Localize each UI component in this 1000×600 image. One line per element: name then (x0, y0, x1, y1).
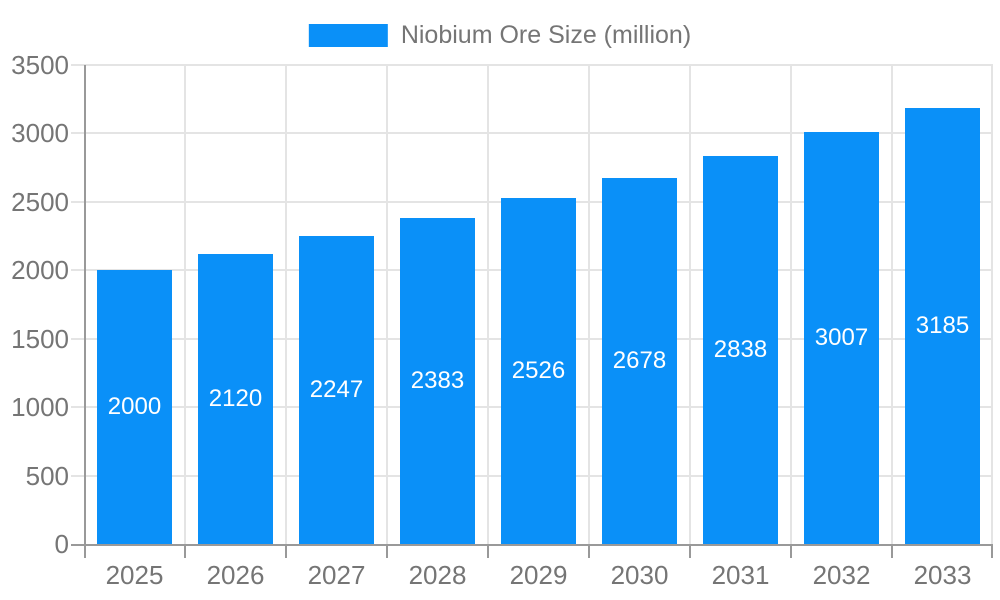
gridline-vertical (588, 65, 590, 544)
x-tick-label: 2028 (408, 560, 467, 590)
y-tick-label: 1000 (11, 392, 69, 423)
x-axis-tick (688, 544, 691, 558)
bar-value-label: 2247 (309, 376, 364, 404)
x-axis-tick (486, 544, 489, 558)
bar[interactable]: 3007 (803, 132, 880, 544)
x-axis-tick (385, 544, 388, 558)
legend-swatch (308, 24, 388, 47)
gridline-vertical (790, 65, 792, 544)
bar[interactable]: 3185 (904, 108, 981, 544)
bar[interactable]: 2247 (298, 236, 375, 544)
y-tick-label: 0 (54, 529, 69, 559)
x-tick-label: 2026 (206, 560, 265, 590)
plot-area: 0 500 1000 1500 2000 2500 3000 3500 2000 2025 2120… (11, 52, 993, 588)
x-axis-tick (890, 544, 893, 558)
bar-value-label: 3185 (915, 312, 970, 340)
bar[interactable]: 2000 (96, 270, 173, 544)
gridline-vertical (183, 65, 186, 544)
y-tick-label: 3000 (11, 118, 69, 149)
gridline-vertical (991, 65, 993, 544)
bar-value-label: 2120 (208, 384, 263, 412)
x-tick-label: 2031 (711, 560, 770, 590)
bar[interactable]: 2838 (702, 155, 779, 544)
y-tick-label: 1500 (11, 323, 69, 354)
legend[interactable]: Niobium Ore Size (million) (308, 21, 692, 50)
x-axis-line (71, 544, 993, 546)
x-axis-tick (588, 544, 590, 558)
x-axis-tick (991, 544, 993, 558)
bar[interactable]: 2120 (197, 253, 274, 544)
gridline-vertical (284, 65, 287, 544)
legend-label: Niobium Ore Size (million) (400, 21, 692, 49)
bar-value-label: 2838 (713, 335, 768, 363)
y-tick-label: 3500 (11, 50, 69, 80)
y-tick-label: 2000 (11, 255, 69, 286)
bar-value-label: 2383 (410, 366, 465, 394)
bar-value-label: 2526 (511, 357, 566, 385)
gridline-vertical (688, 65, 691, 544)
gridline-horizontal (71, 64, 993, 66)
gridline-vertical (385, 65, 388, 544)
bar[interactable]: 2526 (500, 198, 577, 544)
x-axis-tick (84, 544, 86, 558)
gridline-vertical (890, 65, 893, 544)
bar[interactable]: 2678 (601, 177, 678, 544)
x-tick-label: 2033 (913, 560, 972, 590)
x-axis-tick (284, 544, 287, 558)
bar-value-label: 2000 (107, 393, 162, 421)
bar[interactable]: 2383 (399, 217, 476, 544)
y-axis-line (84, 65, 86, 544)
gridline-vertical (486, 65, 489, 544)
gridline-horizontal (71, 132, 993, 135)
bar-value-label: 2678 (612, 346, 667, 374)
x-tick-label: 2027 (307, 560, 366, 590)
x-tick-label: 2025 (105, 560, 164, 590)
x-tick-label: 2029 (509, 560, 568, 590)
y-tick-label: 500 (25, 460, 69, 491)
x-axis-tick (183, 544, 186, 558)
x-axis-tick (790, 544, 792, 558)
y-tick-label: 2500 (11, 186, 69, 217)
x-tick-label: 2032 (812, 560, 871, 590)
x-tick-label: 2030 (610, 560, 669, 590)
bar-value-label: 3007 (814, 324, 869, 352)
